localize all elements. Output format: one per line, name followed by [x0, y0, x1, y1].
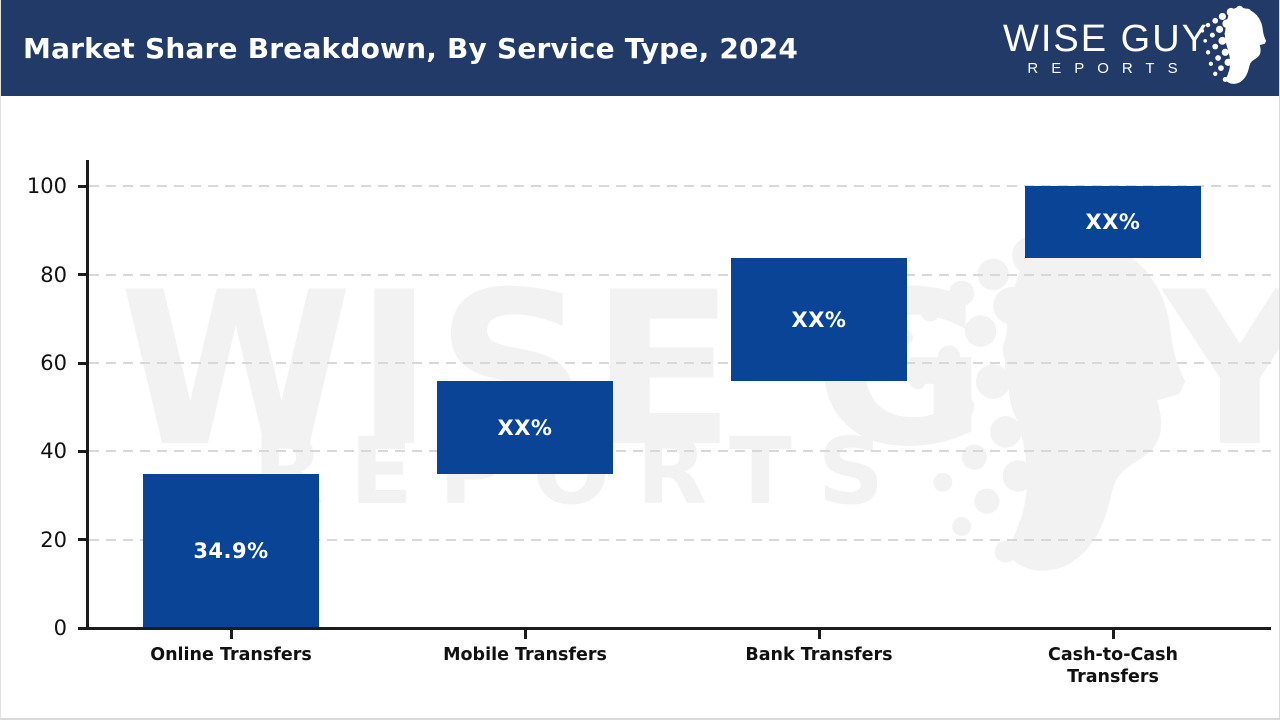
bar-value-label: XX% — [791, 307, 847, 332]
bar-segment: XX% — [1025, 186, 1201, 259]
x-axis-tick — [229, 630, 233, 639]
x-axis-tick — [817, 630, 821, 639]
plot-area: 0 20 40 60 80 100 34.9% Online Transfers XX% Mobi… — [1, 96, 1279, 718]
bar-segment: XX% — [437, 381, 613, 474]
x-axis-line — [86, 627, 1271, 630]
y-axis-tick — [78, 361, 87, 365]
chart-gridline — [89, 185, 1271, 188]
logo-brand-text: WISE GUY — [1002, 17, 1209, 60]
chart-title: Market Share Breakdown, By Service Type,… — [23, 31, 799, 65]
bar-segment: 34.9% — [143, 473, 319, 628]
x-axis-category-label: Online Transfers — [150, 645, 312, 665]
bar-value-label: 34.9% — [193, 538, 269, 563]
logo-sub-text: REPORTS — [1027, 59, 1191, 77]
x-axis-category-label: Mobile Transfers — [443, 645, 607, 665]
y-axis-tick-label: 0 — [53, 616, 67, 640]
y-axis-tick-label: 100 — [26, 174, 67, 199]
chart-gridline — [89, 362, 1271, 365]
y-axis-tick-label: 40 — [40, 439, 67, 464]
chart-body: WISE GUY REPORTS 02040608010034.9%Online… — [1, 96, 1279, 718]
y-axis-tick-label: 80 — [40, 262, 67, 287]
x-axis-category-label: Cash-to-Cash Transfers — [1048, 645, 1178, 687]
y-axis-tick — [78, 538, 87, 542]
bar-value-label: XX% — [497, 415, 553, 440]
logo-text: WISE GUY REPORTS — [1003, 19, 1209, 78]
chart-gridline — [89, 538, 1271, 541]
x-axis-tick — [523, 630, 527, 639]
header-bar: Market Share Breakdown, By Service Type,… — [1, 0, 1279, 96]
chart-gridline — [89, 273, 1271, 276]
x-axis-category-label: Bank Transfers — [745, 645, 893, 665]
y-axis-line — [86, 160, 89, 630]
bar-value-label: XX% — [1085, 210, 1141, 235]
wise-guy-reports-logo: WISE GUY REPORTS — [1003, 5, 1267, 91]
y-axis-tick-label: 20 — [40, 527, 67, 552]
chart-gridline — [89, 450, 1271, 453]
bar-segment: XX% — [731, 258, 907, 382]
y-axis-tick-label: 60 — [40, 351, 67, 376]
x-axis-tick — [1111, 630, 1115, 639]
y-axis-tick — [78, 449, 87, 453]
y-axis-tick — [78, 626, 87, 630]
dot-head-logo-icon — [1200, 5, 1267, 84]
y-axis-tick — [78, 273, 87, 277]
y-axis-tick — [78, 184, 87, 188]
